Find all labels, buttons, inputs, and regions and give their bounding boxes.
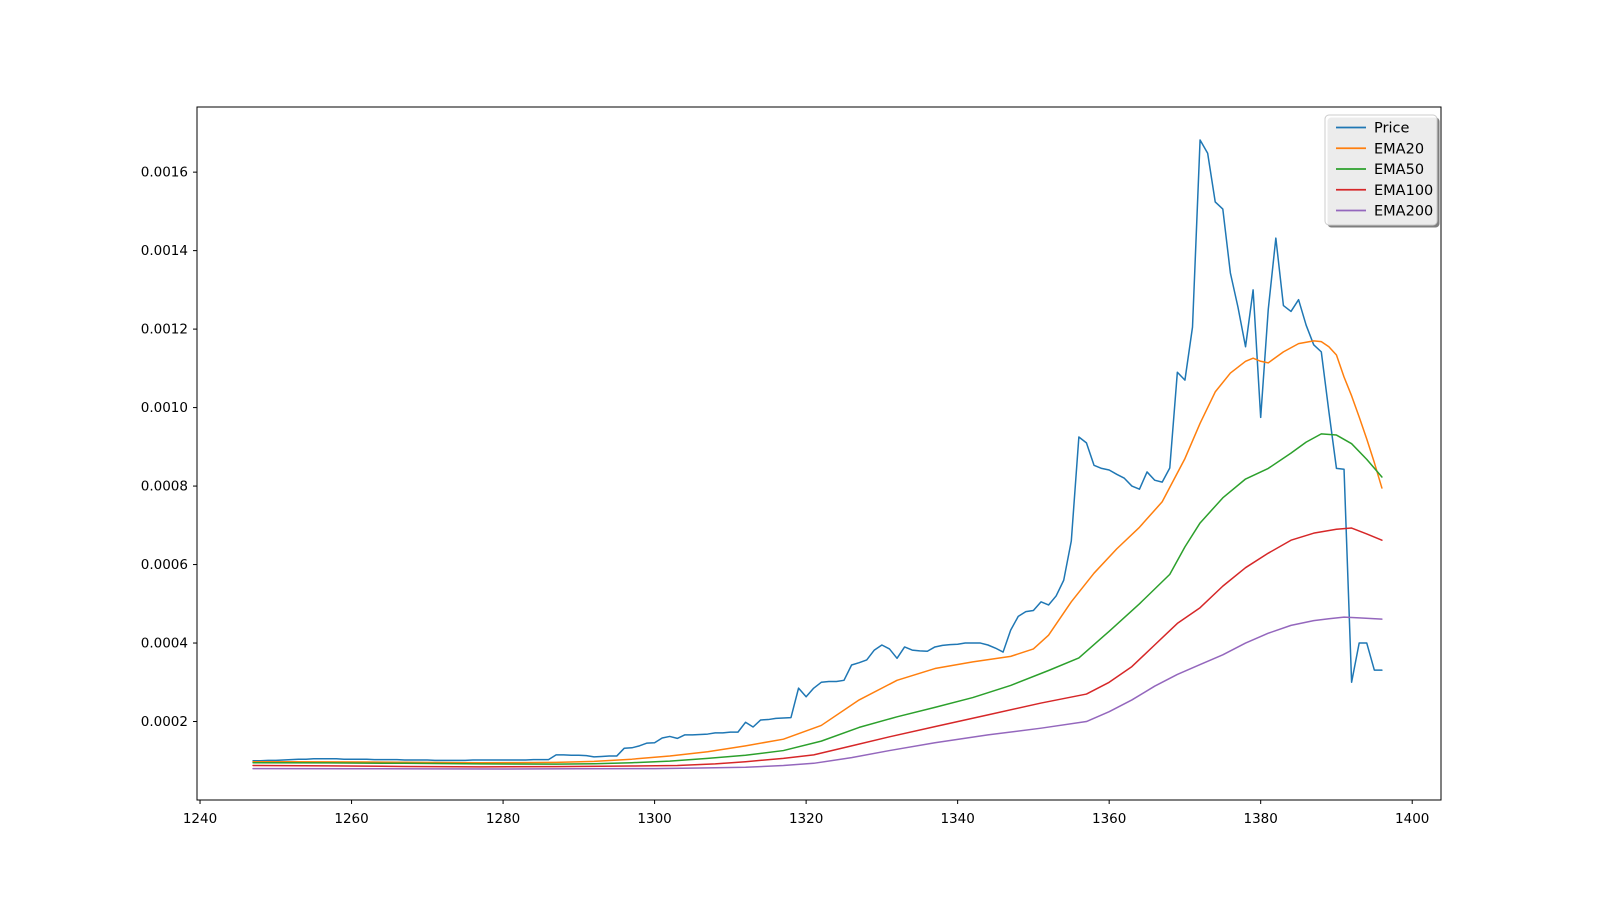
y-axis: 0.0002 0.0004 0.0006 0.0008 0.0010 0.0012 0.00…: [141, 165, 197, 730]
series-line-ema20: [252, 340, 1383, 764]
y-tick-label: 0.0012: [141, 322, 188, 338]
y-tick-label: 0.0004: [141, 636, 188, 652]
x-tick-label: 1400: [1395, 811, 1429, 827]
series-line-ema100: [252, 527, 1383, 768]
legend-label: EMA200: [1374, 204, 1433, 220]
y-tick-label: 0.0002: [141, 714, 188, 730]
legend-box: [1324, 114, 1438, 226]
x-tick-label: 1360: [1092, 811, 1126, 827]
y-tick-label: 0.0006: [141, 557, 188, 573]
x-tick-label: 1320: [789, 811, 823, 827]
legend-label: EMA20: [1374, 141, 1424, 157]
x-tick-label: 1340: [940, 811, 974, 827]
legend-entry: EMA100: [1336, 183, 1433, 199]
x-tick-label: 1300: [637, 811, 671, 827]
legend-label: EMA100: [1374, 183, 1433, 199]
legend-entry: Price: [1336, 121, 1409, 137]
series-line-ema50: [252, 433, 1383, 765]
legend-label: EMA50: [1374, 162, 1424, 178]
legend-entry: EMA50: [1336, 162, 1424, 178]
plot-border: [196, 106, 1442, 801]
series-line-price: [252, 139, 1383, 762]
x-axis: 1240 1260 1280 1300 1320 1340 1360 1380 1400: [183, 800, 1429, 827]
y-tick-label: 0.0014: [141, 243, 188, 259]
y-tick-label: 0.0010: [141, 400, 188, 416]
legend: Price EMA20 EMA50 EMA100 EMA200: [1324, 114, 1440, 228]
x-tick-label: 1260: [334, 811, 368, 827]
y-tick-label: 0.0016: [141, 165, 188, 181]
series-lines: [252, 139, 1383, 770]
x-tick-label: 1240: [183, 811, 217, 827]
legend-entry: EMA200: [1336, 204, 1433, 220]
x-tick-label: 1280: [486, 811, 520, 827]
y-tick-label: 0.0008: [141, 479, 188, 495]
series-line-ema200: [252, 616, 1383, 770]
x-tick-label: 1380: [1244, 811, 1278, 827]
legend-entry: EMA20: [1336, 141, 1424, 157]
legend-label: Price: [1374, 121, 1409, 137]
